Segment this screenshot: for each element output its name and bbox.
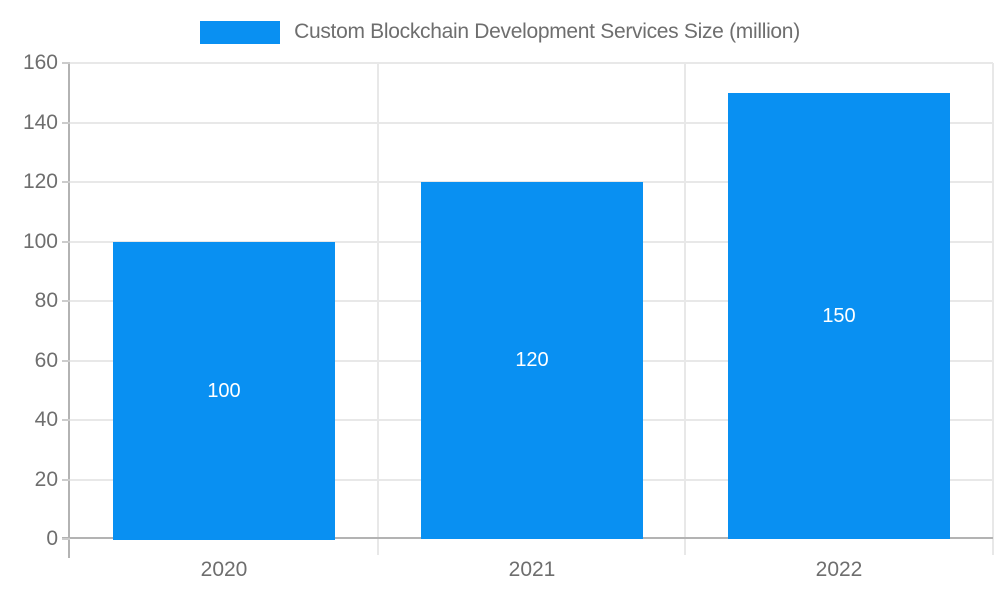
bar-value-label: 120 (515, 349, 549, 371)
y-axis-tick (62, 121, 70, 124)
y-axis-tick (62, 359, 70, 362)
y-axis-tick (62, 538, 70, 540)
x-axis-tick (992, 539, 994, 555)
legend-swatch-icon (200, 20, 281, 44)
gridline-horizontal (70, 62, 993, 64)
y-tick-label: 60 (34, 348, 58, 372)
y-tick-label: 40 (34, 408, 58, 431)
y-tick-label: 120 (22, 170, 58, 193)
y-axis-tick (62, 478, 70, 481)
bar-value-label: 150 (822, 304, 856, 327)
x-axis-tick (684, 539, 687, 555)
y-axis-tick (62, 240, 70, 243)
y-tick-label: 140 (22, 110, 58, 134)
bar: 120 (421, 182, 643, 539)
gridline-vertical (684, 63, 687, 539)
gridline-horizontal (70, 121, 993, 124)
y-axis-tick (62, 62, 70, 64)
x-axis-tick (376, 539, 379, 555)
y-tick-label: 160 (22, 51, 58, 74)
y-tick-label: 0 (46, 527, 58, 550)
gridline-vertical (992, 63, 994, 539)
gridline-vertical (376, 63, 379, 539)
bar: 100 (113, 242, 335, 540)
y-axis-tick (62, 181, 70, 183)
legend-label: Custom Blockchain Development Services S… (294, 20, 800, 43)
y-axis-line (68, 63, 70, 558)
y-axis-tick (62, 419, 70, 421)
y-tick-label: 20 (34, 467, 58, 491)
x-category-label: 2022 (815, 558, 863, 581)
bar-value-label: 100 (207, 379, 241, 402)
legend-item[interactable]: Custom Blockchain Development Services S… (0, 20, 1000, 44)
x-category-label: 2020 (200, 558, 248, 581)
bar: 150 (728, 93, 950, 539)
y-axis-tick (62, 300, 70, 302)
y-tick-label: 80 (34, 289, 58, 312)
x-category-label: 2021 (508, 558, 556, 581)
y-tick-label: 100 (22, 229, 58, 253)
